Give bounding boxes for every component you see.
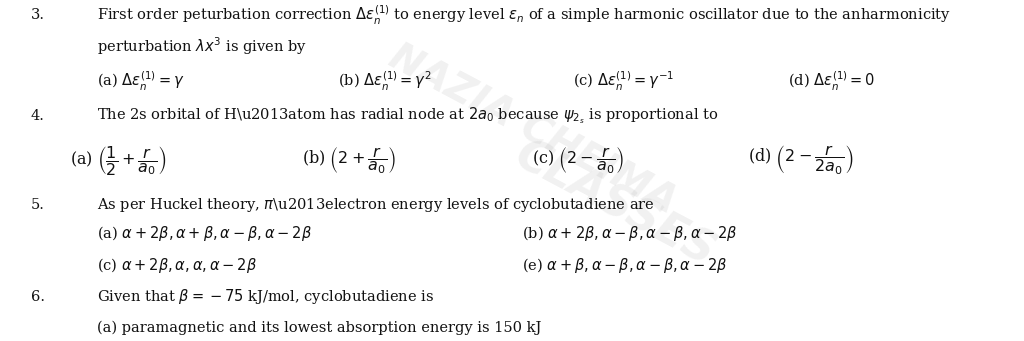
Text: (a) $\alpha+2\beta, \alpha+\beta, \alpha-\beta, \alpha-2\beta$: (a) $\alpha+2\beta, \alpha+\beta, \alpha… — [97, 224, 312, 243]
Text: Given that $\beta = -75$ kJ/mol, cyclobutadiene is: Given that $\beta = -75$ kJ/mol, cyclobu… — [97, 287, 434, 306]
Text: First order peturbation correction $\Delta\varepsilon_n^{(1)}$ to energy level $: First order peturbation correction $\Del… — [97, 4, 951, 27]
Text: (c) $\alpha+2\beta, \alpha, \alpha, \alpha-2\beta$: (c) $\alpha+2\beta, \alpha, \alpha, \alp… — [97, 256, 257, 276]
Text: (b) $\Delta\varepsilon_n^{(1)} = \gamma^2$: (b) $\Delta\varepsilon_n^{(1)} = \gamma^… — [338, 70, 432, 93]
Text: 3.: 3. — [31, 8, 45, 23]
Text: (d) $\left(2-\dfrac{r}{2a_0}\right)$: (d) $\left(2-\dfrac{r}{2a_0}\right)$ — [748, 144, 853, 177]
Text: (d) $\Delta\varepsilon_n^{(1)} = 0$: (d) $\Delta\varepsilon_n^{(1)} = 0$ — [788, 70, 876, 93]
Text: 4.: 4. — [31, 109, 45, 123]
Text: (e) $\alpha+\beta, \alpha-\beta, \alpha-\beta, \alpha-2\beta$: (e) $\alpha+\beta, \alpha-\beta, \alpha-… — [522, 256, 728, 276]
Text: (b) $\left(2+\dfrac{r}{a_0}\right)$: (b) $\left(2+\dfrac{r}{a_0}\right)$ — [302, 145, 395, 176]
Text: (a) $\left(\dfrac{1}{2}+\dfrac{r}{a_0}\right)$: (a) $\left(\dfrac{1}{2}+\dfrac{r}{a_0}\r… — [70, 144, 166, 177]
Text: (b) $\alpha+2\beta, \alpha-\beta, \alpha-\beta, \alpha-2\beta$: (b) $\alpha+2\beta, \alpha-\beta, \alpha… — [522, 224, 738, 243]
Text: CLASSES: CLASSES — [507, 134, 722, 275]
Text: (c) $\Delta\varepsilon_n^{(1)} = \gamma^{-1}$: (c) $\Delta\varepsilon_n^{(1)} = \gamma^… — [573, 70, 675, 93]
Text: (c) $\left(2-\dfrac{r}{a_0}\right)$: (c) $\left(2-\dfrac{r}{a_0}\right)$ — [532, 145, 625, 176]
Text: perturbation $\lambda x^3$ is given by: perturbation $\lambda x^3$ is given by — [97, 35, 307, 57]
Text: NAZIA CHEIMA: NAZIA CHEIMA — [382, 38, 683, 221]
Text: (a) paramagnetic and its lowest absorption energy is 150 kJ: (a) paramagnetic and its lowest absorpti… — [97, 321, 542, 335]
Text: As per Huckel theory, $\pi$\u2013electron energy levels of cyclobutadiene are: As per Huckel theory, $\pi$\u2013electro… — [97, 196, 655, 213]
Text: (a) $\Delta\varepsilon_n^{(1)} = \gamma$: (a) $\Delta\varepsilon_n^{(1)} = \gamma$ — [97, 70, 185, 93]
Text: 6.: 6. — [31, 290, 45, 304]
Text: The 2s orbital of H\u2013atom has radial node at $2a_0$ because $\psi_{2_s}$ is : The 2s orbital of H\u2013atom has radial… — [97, 106, 719, 126]
Text: 5.: 5. — [31, 197, 45, 212]
